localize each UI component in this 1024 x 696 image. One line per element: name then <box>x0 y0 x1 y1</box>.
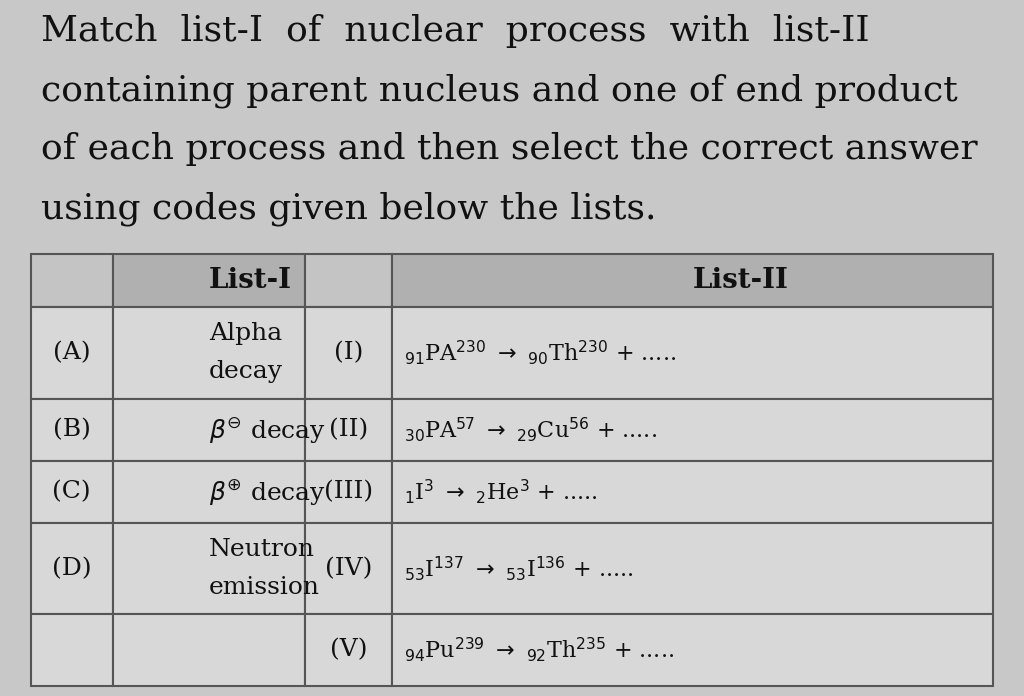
Bar <box>31 461 113 523</box>
Text: using codes given below the lists.: using codes given below the lists. <box>41 191 656 226</box>
Bar <box>113 461 305 523</box>
Bar <box>113 307 305 399</box>
Text: $_{91}$PA$^{230}$ $\rightarrow$ $_{90}$Th$^{230}$ + .....: $_{91}$PA$^{230}$ $\rightarrow$ $_{90}$T… <box>403 338 676 367</box>
Text: containing parent nucleus and one of end product: containing parent nucleus and one of end… <box>41 73 957 108</box>
Text: (V): (V) <box>330 638 368 661</box>
Text: (I): (I) <box>334 341 364 364</box>
Text: $_{94}$Pu$^{239}$ $\rightarrow$ $_{92}$Th$^{235}$ + .....: $_{94}$Pu$^{239}$ $\rightarrow$ $_{92}$T… <box>403 635 674 665</box>
Bar <box>305 615 391 686</box>
Bar <box>391 523 993 615</box>
Text: (D): (D) <box>52 557 91 580</box>
Bar <box>31 399 113 461</box>
Text: $\beta^{\ominus}$ decay: $\beta^{\ominus}$ decay <box>209 415 326 445</box>
Bar <box>305 461 391 523</box>
Bar <box>391 399 993 461</box>
Text: decay: decay <box>209 360 283 383</box>
Bar <box>31 307 113 399</box>
Bar <box>391 254 993 307</box>
Text: $_{53}$I$^{137}$ $\rightarrow$ $_{53}$I$^{136}$ + .....: $_{53}$I$^{137}$ $\rightarrow$ $_{53}$I$… <box>403 554 634 583</box>
Bar <box>113 399 305 461</box>
Bar <box>391 461 993 523</box>
Bar <box>305 523 391 615</box>
Text: (C): (C) <box>52 480 91 503</box>
Text: (B): (B) <box>52 418 90 441</box>
Text: $_{1}$I$^{3}$ $\rightarrow$ $_{2}$He$^{3}$ + .....: $_{1}$I$^{3}$ $\rightarrow$ $_{2}$He$^{3… <box>403 477 598 506</box>
Text: (IV): (IV) <box>325 557 372 580</box>
Bar <box>113 254 305 307</box>
Text: (III): (III) <box>324 480 373 503</box>
Text: Match  list-I  of  nuclear  process  with  list-II: Match list-I of nuclear process with lis… <box>41 14 869 48</box>
Text: of each process and then select the correct answer: of each process and then select the corr… <box>41 132 978 166</box>
Text: List-I: List-I <box>209 267 292 294</box>
Bar <box>305 399 391 461</box>
Text: $\beta^{\oplus}$ decay: $\beta^{\oplus}$ decay <box>209 477 326 507</box>
Bar <box>305 254 391 307</box>
Bar <box>113 523 305 615</box>
Text: Alpha: Alpha <box>209 322 282 345</box>
Text: List-II: List-II <box>692 267 788 294</box>
Bar <box>31 254 113 307</box>
Bar <box>391 615 993 686</box>
Bar <box>391 307 993 399</box>
Bar <box>305 307 391 399</box>
Text: $_{30}$PA$^{57}$ $\rightarrow$ $_{29}$Cu$^{56}$ + .....: $_{30}$PA$^{57}$ $\rightarrow$ $_{29}$Cu… <box>403 416 657 444</box>
Bar <box>31 615 113 686</box>
Text: (II): (II) <box>329 418 368 441</box>
Text: emission: emission <box>209 576 319 599</box>
Bar <box>113 615 305 686</box>
Bar <box>31 523 113 615</box>
Text: Neutron: Neutron <box>209 538 314 561</box>
Text: (A): (A) <box>53 341 90 364</box>
